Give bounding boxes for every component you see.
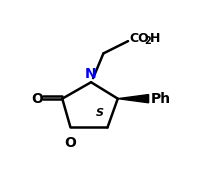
Polygon shape <box>118 95 149 103</box>
Text: 2: 2 <box>144 36 151 46</box>
Text: Ph: Ph <box>151 92 171 106</box>
Text: O: O <box>32 92 44 106</box>
Text: O: O <box>64 136 77 150</box>
Text: S: S <box>96 108 104 118</box>
Text: H: H <box>150 31 160 45</box>
Text: CO: CO <box>129 31 149 45</box>
Text: N: N <box>85 67 97 81</box>
